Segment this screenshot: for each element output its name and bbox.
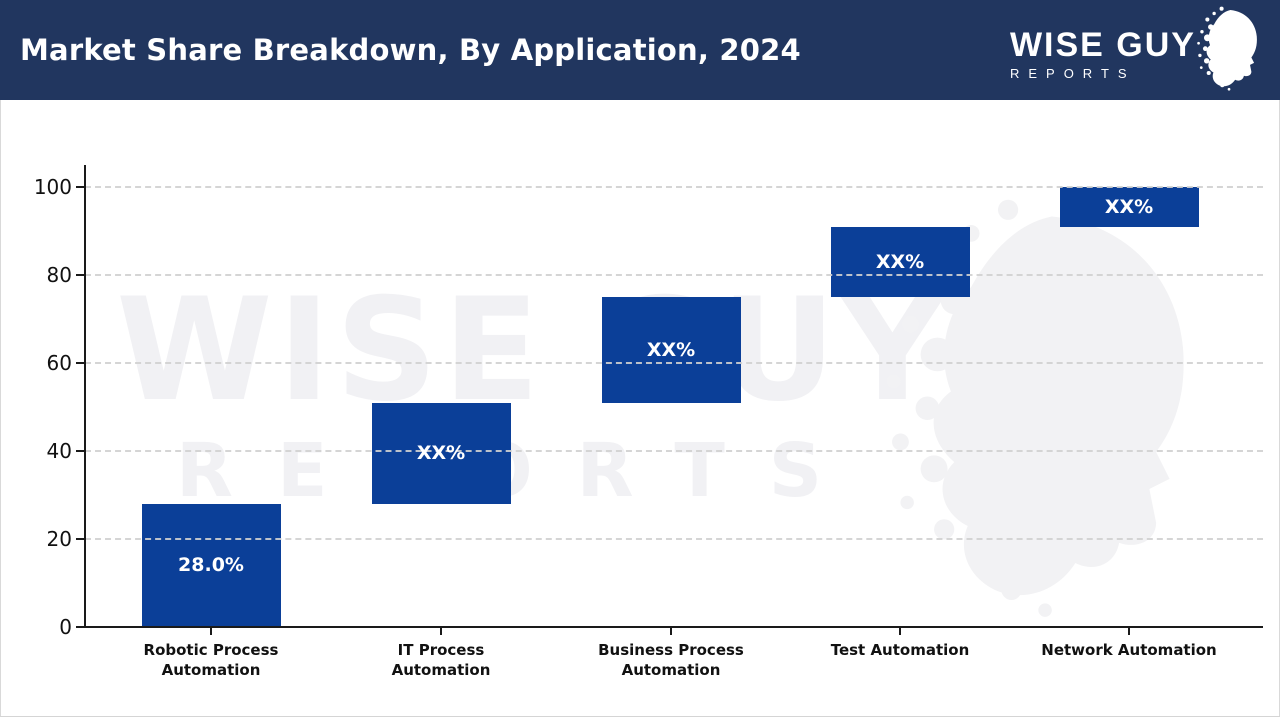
x-tick-label: Robotic Process Automation (143, 641, 279, 679)
x-tick-mark (440, 627, 442, 635)
y-tick-mark (76, 626, 84, 628)
gridline (85, 362, 1263, 364)
watermark-wordmark: WISE GUY (116, 268, 949, 433)
y-tick-label: 40 (46, 439, 72, 463)
y-tick-mark (76, 274, 84, 276)
y-tick-mark (76, 186, 84, 188)
y-tick-label: 80 (46, 263, 72, 287)
gridline (85, 186, 1263, 188)
page-border-left (0, 100, 1, 717)
x-tick-mark (1128, 627, 1130, 635)
x-tick-mark (899, 627, 901, 635)
bar (601, 297, 741, 403)
bar-value-label: 28.0% (178, 554, 244, 577)
bar-value-label: XX% (875, 250, 925, 273)
gridline (85, 450, 1263, 452)
bar-value-label: XX% (1104, 195, 1154, 218)
bar-value-label: XX% (646, 338, 696, 361)
gridline (85, 538, 1263, 540)
x-tick-label: Test Automation (830, 641, 970, 659)
y-tick-mark (76, 450, 84, 452)
x-tick-label: Business Process Automation (598, 641, 744, 679)
x-tick-label: IT Process Automation (391, 641, 491, 679)
y-tick-mark (76, 538, 84, 540)
gridline (85, 274, 1263, 276)
watermark-subtext: REPORTS (176, 428, 867, 514)
x-tick-label: Network Automation (1041, 641, 1217, 659)
header: Market Share Breakdown, By Application, … (0, 0, 1280, 100)
y-tick-mark (76, 362, 84, 364)
y-tick-label: 20 (46, 527, 72, 551)
x-tick-mark (670, 627, 672, 635)
bar (371, 402, 511, 504)
y-tick-label: 0 (59, 615, 72, 639)
y-axis-spine (84, 165, 86, 628)
x-axis-spine (84, 626, 1263, 628)
x-tick-mark (210, 627, 212, 635)
page-border-bottom (0, 716, 1280, 717)
y-tick-label: 100 (33, 175, 72, 199)
chart-title: Market Share Breakdown, By Application, … (20, 33, 801, 67)
logo-subtext: REPORTS (1009, 65, 1136, 81)
bar (1059, 187, 1199, 227)
bar (830, 226, 970, 297)
logo-face-icon (1184, 6, 1270, 94)
logo: WISE GUY REPORTS (1010, 6, 1270, 94)
bar (141, 503, 281, 627)
logo-wordmark: WISE GUY (1009, 25, 1196, 64)
y-tick-label: 60 (46, 351, 72, 375)
bar-value-label: XX% (416, 442, 466, 465)
logo-text: WISE GUY REPORTS (1010, 26, 1196, 81)
